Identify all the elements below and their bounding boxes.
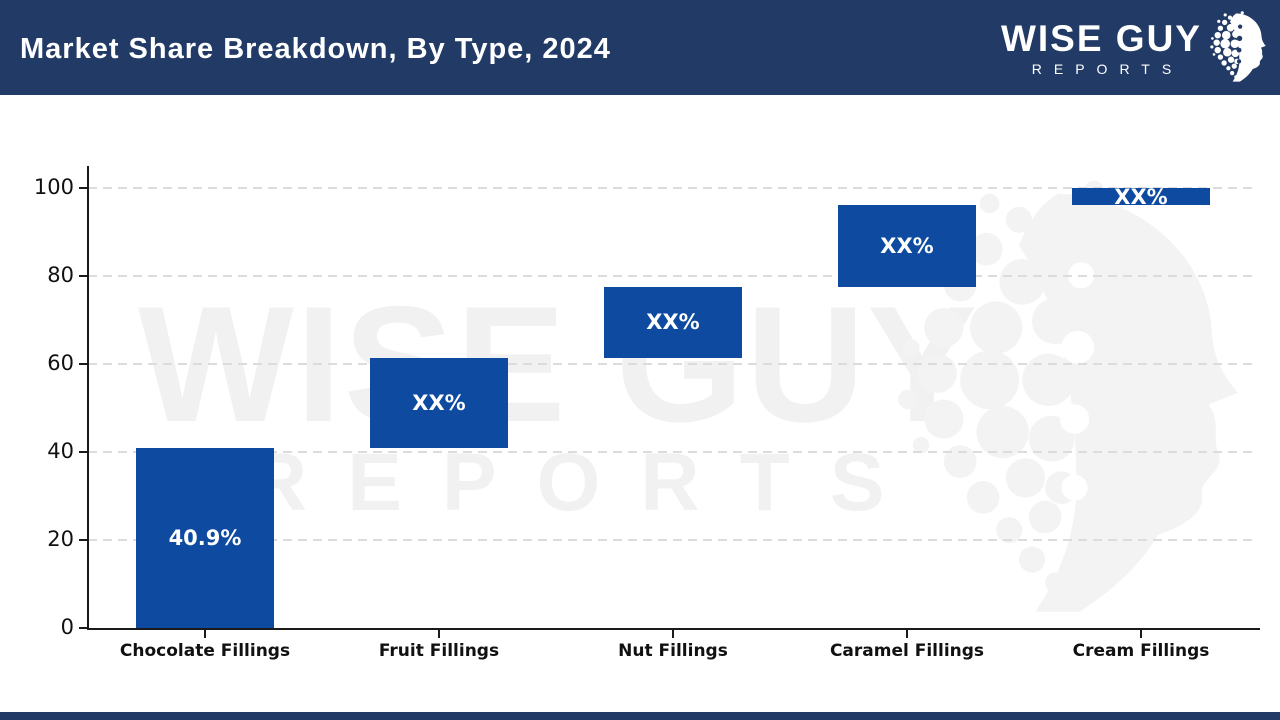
x-tick-5 — [1140, 630, 1142, 638]
bar-value-label-4: XX% — [880, 233, 934, 258]
x-tick-2 — [438, 630, 440, 638]
y-tick-label-40: 40 — [47, 439, 74, 463]
y-axis-line — [87, 166, 89, 630]
gridline-20 — [88, 539, 1258, 541]
x-tick-1 — [204, 630, 206, 638]
bar-value-label-1: 40.9% — [168, 526, 242, 551]
gridline-60 — [88, 363, 1258, 365]
x-tick-label-1: Chocolate Fillings — [119, 641, 291, 661]
bar-5: XX% — [1072, 185, 1210, 209]
x-tick-label-5: Cream Fillings — [1072, 641, 1210, 661]
logo-wordmark: WISE GUY — [1000, 17, 1202, 59]
y-tick-label-100: 100 — [33, 175, 74, 199]
gridline-40 — [88, 451, 1258, 453]
y-tick-label-20: 20 — [47, 527, 74, 551]
x-tick-4 — [906, 630, 908, 638]
bar-value-label-2: XX% — [412, 390, 466, 415]
logo-subtitle: REPORTS — [1031, 60, 1184, 77]
wise-guy-reports-logo: WISE GUY REPORTS — [1001, 6, 1270, 90]
y-tick-0 — [79, 627, 88, 629]
bar-3: XX% — [604, 286, 742, 358]
y-tick-60 — [79, 363, 88, 365]
x-tick-3 — [672, 630, 674, 638]
y-tick-40 — [79, 451, 88, 453]
y-tick-label-0: 0 — [60, 615, 74, 639]
y-tick-100 — [79, 187, 88, 189]
bar-2: XX% — [370, 357, 508, 449]
y-tick-label-60: 60 — [47, 351, 74, 375]
x-tick-label-4: Caramel Fillings — [829, 641, 985, 661]
bar-value-label-3: XX% — [646, 310, 700, 335]
logo-text: WISE GUY REPORTS — [1001, 20, 1202, 77]
app-header: Market Share Breakdown, By Type, 2024 WI… — [0, 0, 1280, 95]
dotted-face-logo-icon — [1210, 11, 1266, 82]
app-footer-bar — [0, 712, 1280, 720]
watermark-subtitle: REPORTS — [248, 437, 925, 528]
bar-value-label-5: XX% — [1114, 184, 1168, 209]
y-tick-80 — [79, 275, 88, 277]
x-axis-line — [87, 628, 1260, 630]
y-tick-label-80: 80 — [47, 263, 74, 287]
x-tick-label-2: Fruit Fillings — [378, 641, 500, 661]
gridline-80 — [88, 275, 1258, 277]
bar-1: 40.9% — [136, 448, 274, 628]
y-tick-20 — [79, 539, 88, 541]
plot-area: 40.9% XX% XX% XX% XX% — [88, 168, 1258, 628]
gridline-100 — [88, 187, 1258, 189]
bar-4: XX% — [838, 205, 976, 287]
page-title: Market Share Breakdown, By Type, 2024 — [20, 33, 611, 65]
x-tick-label-3: Nut Fillings — [618, 641, 728, 661]
